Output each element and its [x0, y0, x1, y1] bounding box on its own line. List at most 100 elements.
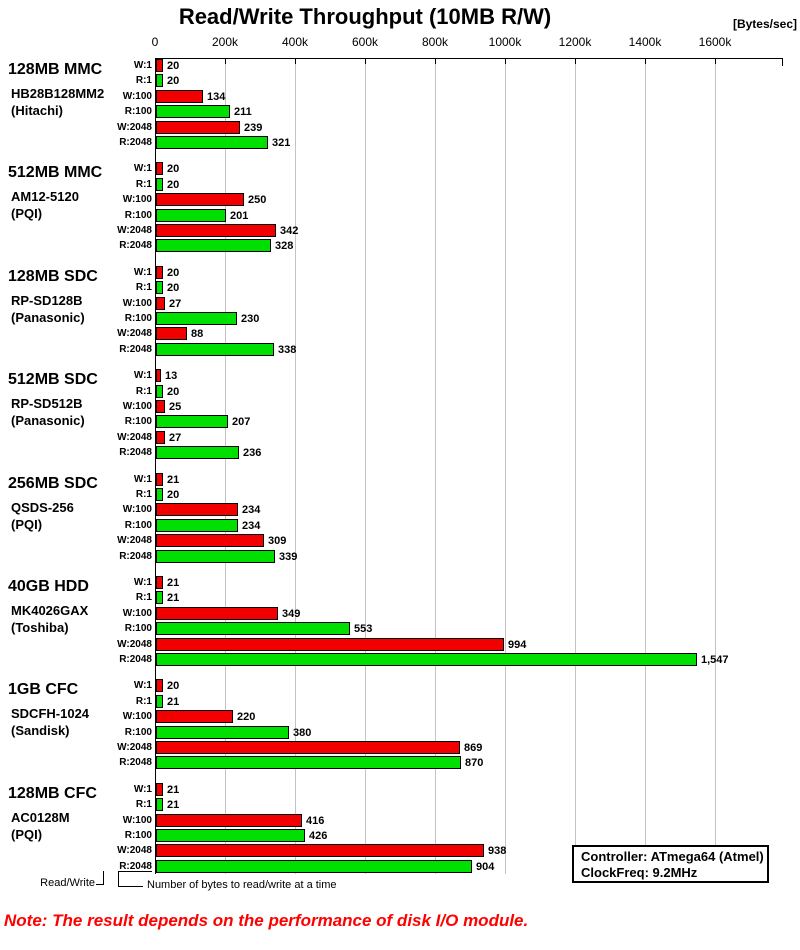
device-title: 40GB HDD: [8, 578, 89, 595]
x-axis-line: [155, 58, 783, 59]
bar-value-label: 416: [306, 815, 325, 827]
device-brand: (PQI): [11, 206, 43, 221]
row-label: W:2048: [117, 122, 152, 133]
read-bar: [156, 488, 163, 501]
bar-value-label: 938: [488, 845, 507, 857]
axis-tick: [225, 58, 226, 64]
row-label: R:1: [135, 592, 152, 603]
bar-value-label: 134: [207, 91, 226, 103]
read-bar: [156, 860, 472, 873]
row-label: R:100: [124, 106, 152, 117]
row-label: R:100: [124, 210, 152, 221]
axis-tick: [645, 58, 646, 64]
bar-value-label: 20: [167, 489, 180, 501]
row-label: R:2048: [119, 447, 152, 458]
row-label: W:100: [122, 401, 152, 412]
write-bar: [156, 224, 276, 237]
bar-value-label: 20: [167, 386, 180, 398]
device-model: AM12-5120: [11, 189, 79, 204]
bar-value-label: 342: [280, 225, 299, 237]
row-label: R:1: [135, 282, 152, 293]
bar-value-label: 27: [169, 298, 182, 310]
bar-value-label: 21: [167, 799, 180, 811]
gridline: [225, 58, 226, 874]
bar-value-label: 21: [167, 592, 180, 604]
axis-tick-label: 1400k: [628, 35, 662, 49]
read-bar: [156, 385, 163, 398]
bar-value-label: 201: [230, 210, 249, 222]
write-bar: [156, 783, 163, 796]
row-label: W:100: [122, 91, 152, 102]
row-label: R:2048: [119, 861, 152, 872]
bar-value-label: 234: [242, 520, 261, 532]
row-label: R:2048: [119, 240, 152, 251]
row-label: W:2048: [117, 639, 152, 650]
row-label: R:2048: [119, 344, 152, 355]
row-label: W:1: [133, 163, 152, 174]
bar-value-label: 20: [167, 680, 180, 692]
device-title: 512MB SDC: [8, 371, 98, 388]
device-model: HB28B128MM2: [11, 86, 105, 101]
row-label: W:2048: [117, 845, 152, 856]
axis-tick-label: 1600k: [698, 35, 732, 49]
write-bar: [156, 741, 460, 754]
bar-value-label: 21: [167, 474, 180, 486]
row-label: R:100: [124, 830, 152, 841]
bar-value-label: 339: [279, 551, 298, 563]
unit-label: [Bytes/sec]: [732, 17, 797, 31]
write-bar: [156, 638, 504, 651]
read-bar: [156, 178, 163, 191]
read-bar: [156, 446, 239, 459]
axis-tick-label: 1200k: [558, 35, 592, 49]
axis-tick-label: 0: [151, 35, 159, 49]
axis-tick: [435, 58, 436, 64]
bar-value-label: 207: [232, 416, 251, 428]
read-bar: [156, 550, 275, 563]
read-bar: [156, 281, 163, 294]
row-label: W:100: [122, 298, 152, 309]
gridline: [715, 58, 716, 874]
row-label: W:2048: [117, 225, 152, 236]
gridline: [505, 58, 506, 874]
row-label: R:1: [135, 179, 152, 190]
row-label-underline: [118, 871, 152, 872]
bar-value-label: 27: [169, 432, 182, 444]
bar-value-label: 870: [465, 757, 484, 769]
write-bar: [156, 503, 238, 516]
read-bar: [156, 726, 289, 739]
bar-value-label: 236: [243, 447, 262, 459]
bar-value-label: 21: [167, 577, 180, 589]
row-label: W:100: [122, 504, 152, 515]
row-label: R:1: [135, 799, 152, 810]
controller-line: Controller: ATmega64 (Atmel): [581, 849, 764, 864]
gridline: [365, 58, 366, 874]
bytes-connector-line: [118, 871, 143, 887]
bar-value-label: 20: [167, 267, 180, 279]
read-bar: [156, 312, 237, 325]
write-bar: [156, 297, 165, 310]
gridline: [435, 58, 436, 874]
bar-value-label: 220: [237, 711, 256, 723]
write-bar: [156, 369, 161, 382]
controller-info-box: Controller: ATmega64 (Atmel) ClockFreq: …: [572, 845, 769, 883]
device-model: SDCFH-1024: [11, 706, 90, 721]
bar-value-label: 904: [476, 861, 495, 873]
bar-value-label: 239: [244, 122, 263, 134]
row-label: W:2048: [117, 535, 152, 546]
gridline: [645, 58, 646, 874]
row-label: W:100: [122, 608, 152, 619]
bar-value-label: 13: [165, 370, 178, 382]
write-bar: [156, 266, 163, 279]
device-brand: (Panasonic): [11, 413, 85, 428]
device-brand: (PQI): [11, 827, 43, 842]
row-label: R:100: [124, 520, 152, 531]
row-label: W:2048: [117, 432, 152, 443]
row-label: R:2048: [119, 551, 152, 562]
row-label: W:1: [133, 267, 152, 278]
axis-tick-label: 600k: [351, 35, 379, 49]
device-brand: (Panasonic): [11, 310, 85, 325]
write-bar: [156, 90, 203, 103]
axis-tick-label: 400k: [281, 35, 309, 49]
